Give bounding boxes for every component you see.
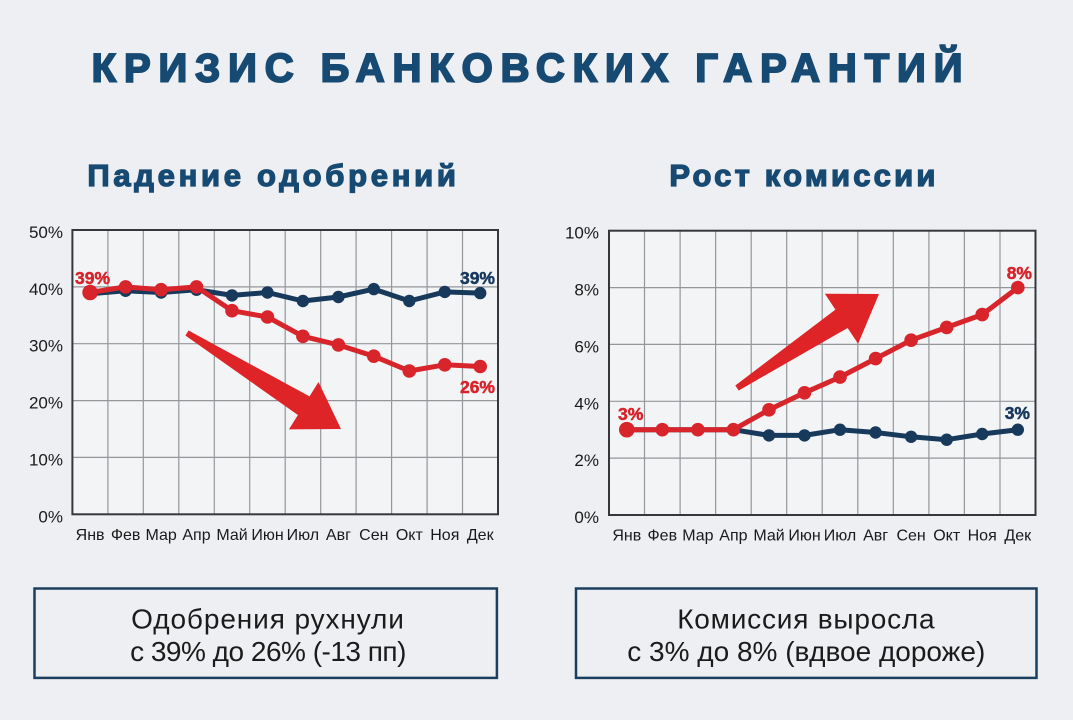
svg-text:Мар: Мар — [682, 528, 713, 545]
svg-text:39%: 39% — [460, 268, 495, 288]
svg-text:Апр: Апр — [719, 528, 747, 545]
svg-text:2%: 2% — [574, 451, 599, 470]
svg-text:30%: 30% — [29, 337, 63, 356]
svg-text:Янв: Янв — [76, 527, 105, 544]
svg-text:Авг: Авг — [326, 527, 351, 544]
svg-text:40%: 40% — [29, 280, 63, 299]
svg-text:26%: 26% — [460, 377, 495, 397]
svg-text:4%: 4% — [574, 394, 599, 413]
svg-text:Дек: Дек — [467, 527, 495, 544]
svg-text:Падение одобрений: Падение одобрений — [87, 158, 459, 193]
svg-text:Фев: Фев — [648, 528, 678, 545]
svg-text:Сен: Сен — [359, 527, 388, 544]
svg-text:0%: 0% — [38, 507, 63, 526]
svg-text:8%: 8% — [574, 281, 599, 300]
svg-text:8%: 8% — [1007, 263, 1033, 283]
svg-text:Июл: Июл — [824, 528, 856, 545]
svg-text:Дек: Дек — [1004, 528, 1032, 545]
svg-text:Май: Май — [216, 527, 247, 544]
svg-text:50%: 50% — [29, 223, 63, 242]
svg-text:3%: 3% — [618, 404, 644, 424]
svg-text:Июн: Июн — [251, 527, 283, 544]
svg-text:Окт: Окт — [396, 527, 424, 544]
svg-text:Сен: Сен — [896, 528, 925, 545]
svg-text:20%: 20% — [29, 394, 63, 413]
svg-text:Мар: Мар — [145, 527, 176, 544]
svg-text:Янв: Янв — [612, 528, 641, 545]
svg-text:Июн: Июн — [788, 528, 820, 545]
svg-text:Апр: Апр — [182, 527, 210, 544]
svg-text:Рост комиссии: Рост комиссии — [669, 158, 938, 193]
svg-text:с 39% до 26% (-13 пп): с 39% до 26% (-13 пп) — [130, 636, 406, 667]
svg-text:Ноя: Ноя — [430, 527, 459, 544]
svg-text:Фев: Фев — [111, 527, 141, 544]
svg-text:Июл: Июл — [287, 527, 319, 544]
svg-text:39%: 39% — [75, 268, 110, 288]
svg-text:Окт: Окт — [933, 528, 961, 545]
svg-text:3%: 3% — [1005, 403, 1031, 423]
svg-text:Комиссия выросла: Комиссия выросла — [677, 604, 935, 635]
svg-text:Авг: Авг — [863, 528, 888, 545]
svg-text:Ноя: Ноя — [968, 528, 997, 545]
svg-text:10%: 10% — [29, 450, 63, 469]
svg-text:Одобрения рухнули: Одобрения рухнули — [131, 604, 405, 635]
svg-text:6%: 6% — [574, 337, 599, 356]
svg-text:КРИЗИС БАНКОВСКИХ ГАРАНТИЙ: КРИЗИС БАНКОВСКИХ ГАРАНТИЙ — [92, 45, 971, 91]
svg-text:Май: Май — [753, 528, 784, 545]
svg-text:10%: 10% — [565, 224, 599, 243]
svg-text:0%: 0% — [574, 508, 599, 527]
svg-text:с 3% до 8% (вдвое дороже): с 3% до 8% (вдвое дороже) — [627, 636, 985, 667]
